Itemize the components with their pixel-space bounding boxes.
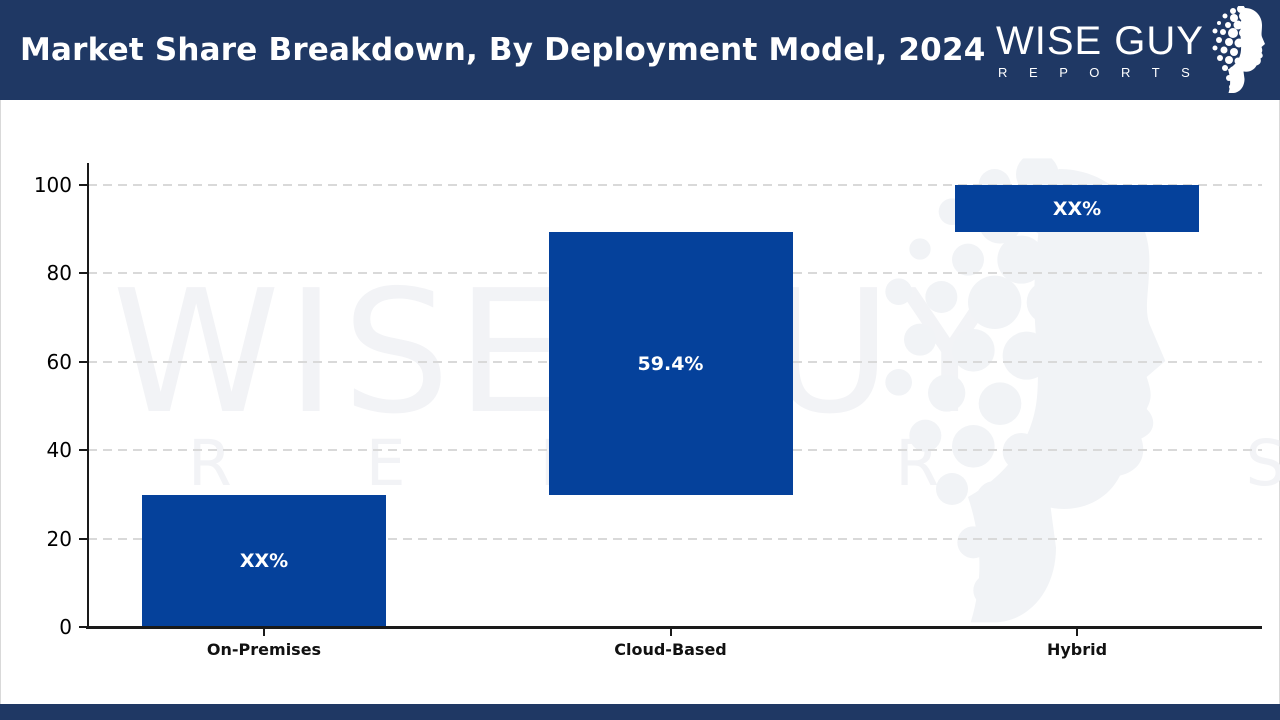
logo-text: WISE GUY R E P O R T S xyxy=(996,21,1204,80)
logo-wordmark: WISE GUY xyxy=(995,18,1204,63)
x-axis-line xyxy=(86,626,1262,629)
bar-value-label: 59.4% xyxy=(637,352,704,375)
ytick-mark-100 xyxy=(79,184,88,186)
bar-cloud-based xyxy=(548,232,793,495)
ytick-label-20: 20 xyxy=(46,526,72,551)
ytick-mark-20 xyxy=(79,537,88,540)
gridline-20 xyxy=(88,537,1262,540)
header-bar: Market Share Breakdown, By Deployment Mo… xyxy=(0,0,1280,100)
ytick-mark-80 xyxy=(79,272,88,275)
ytick-label-40: 40 xyxy=(46,438,72,463)
xtick-mark-0 xyxy=(263,627,265,636)
gridline-100 xyxy=(88,184,1262,186)
bar-value-label: XX% xyxy=(239,549,289,572)
chart-title: Market Share Breakdown, By Deployment Mo… xyxy=(20,32,986,68)
xtick-mark-1 xyxy=(669,627,672,636)
ytick-label-60: 60 xyxy=(46,349,72,374)
wiseguy-logo: WISE GUY R E P O R T S xyxy=(996,6,1268,94)
xtick-label-1: Cloud-Based xyxy=(614,640,727,659)
xtick-label-0: On-Premises xyxy=(206,640,322,659)
xtick-mark-2 xyxy=(1076,627,1078,636)
ytick-mark-40 xyxy=(79,449,88,452)
bar-value-label: XX% xyxy=(1052,197,1102,220)
logo-head-icon xyxy=(1206,6,1268,94)
ytick-label-80: 80 xyxy=(46,261,72,286)
ytick-mark-0 xyxy=(79,626,88,628)
logo-subtitle: R E P O R T S xyxy=(997,64,1199,80)
ytick-mark-60 xyxy=(79,360,88,363)
ytick-label-0: 0 xyxy=(59,615,72,639)
y-axis-line xyxy=(87,163,89,629)
bar-on-premises xyxy=(142,494,386,627)
footer-bar xyxy=(0,704,1280,720)
xtick-label-2: Hybrid xyxy=(1046,640,1108,659)
ytick-label-100: 100 xyxy=(33,173,72,197)
